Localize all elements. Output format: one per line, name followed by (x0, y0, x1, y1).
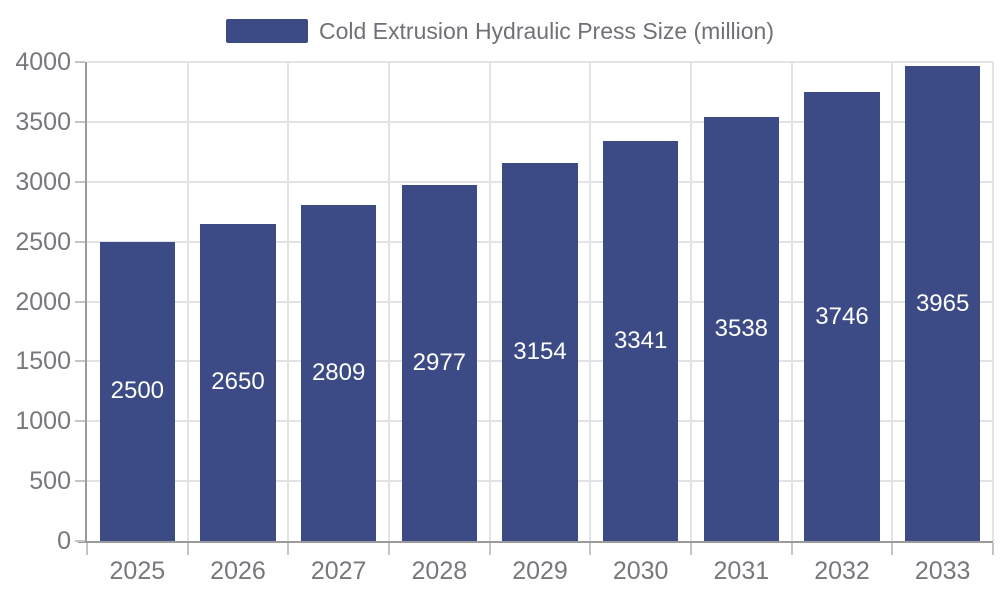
x-axis-tick (387, 543, 390, 555)
bar[interactable]: 3538 (703, 117, 780, 541)
y-axis-tick-label: 3000 (15, 167, 71, 196)
bar-value-label: 2977 (412, 348, 467, 376)
bar[interactable]: 3965 (904, 66, 981, 541)
y-axis-tick-label: 1000 (15, 407, 71, 436)
bar[interactable]: 2500 (99, 241, 176, 541)
legend-label: Cold Extrusion Hydraulic Press Size (mil… (318, 17, 775, 44)
y-axis-tick (75, 240, 85, 243)
bar-value-label: 3965 (915, 289, 970, 317)
y-axis-tick (75, 300, 85, 303)
x-axis-tick-label: 2029 (512, 557, 568, 585)
bar-value-label: 2809 (311, 358, 366, 386)
y-axis-tick-label: 2000 (15, 287, 71, 316)
y-axis-tick-label: 1500 (15, 347, 71, 376)
bar[interactable]: 2650 (200, 223, 276, 541)
legend[interactable]: Cold Extrusion Hydraulic Press Size (mil… (0, 16, 1000, 46)
x-axis-tick (790, 543, 793, 555)
y-axis-tick-label: 0 (57, 527, 71, 555)
bar-value-label: 3341 (613, 326, 668, 354)
y-axis-tick-label: 2500 (15, 227, 71, 256)
x-axis-tick-label: 2027 (310, 557, 367, 585)
x-gridline (387, 62, 390, 541)
x-gridline (992, 62, 994, 541)
y-axis-tick (75, 480, 85, 483)
bar[interactable]: 2809 (300, 204, 377, 541)
x-axis-tick (186, 543, 189, 555)
bar[interactable]: 3341 (602, 140, 679, 541)
y-axis-tick (75, 61, 85, 63)
y-axis-tick (75, 360, 85, 363)
x-axis-tick-label: 2031 (713, 557, 770, 585)
y-axis-tick-label: 3500 (15, 107, 71, 136)
bar-value-label: 3746 (815, 302, 869, 330)
y-axis-tick (75, 420, 85, 423)
x-gridline (589, 62, 592, 541)
x-gridline (186, 62, 189, 541)
y-gridline (87, 120, 993, 123)
bar-value-label: 3538 (714, 315, 769, 343)
x-axis-tick-label: 2026 (210, 557, 266, 585)
bar-value-label: 2500 (110, 377, 165, 405)
x-axis-tick (86, 543, 88, 555)
x-axis-tick-label: 2032 (814, 557, 870, 585)
y-axis-tick (75, 180, 85, 183)
x-axis-tick (287, 543, 290, 555)
x-gridline (287, 62, 290, 541)
bar-value-label: 2650 (211, 368, 265, 396)
y-axis-tick-label: 4000 (15, 48, 71, 76)
x-axis-line (78, 541, 993, 543)
x-axis-tick (992, 543, 994, 555)
x-axis-tick-label: 2025 (109, 557, 166, 585)
x-gridline (689, 62, 692, 541)
x-axis-tick-label: 2033 (914, 557, 971, 585)
x-gridline (891, 62, 894, 541)
x-axis-tick (689, 543, 692, 555)
legend-swatch-icon (225, 19, 308, 43)
bar-value-label: 3154 (513, 338, 567, 366)
x-axis-tick (891, 543, 894, 555)
y-gridline (87, 61, 993, 63)
y-axis-tick-label: 500 (29, 467, 71, 496)
bar[interactable]: 3746 (804, 92, 880, 541)
x-axis-tick-label: 2030 (612, 557, 669, 585)
y-axis-line (85, 62, 87, 543)
plot-area: 0 500 1000 1500 2000 2500 3000 3500 4000 2025 2026… (15, 48, 994, 585)
bar[interactable]: 3154 (502, 163, 578, 541)
bar[interactable]: 2977 (401, 184, 478, 541)
x-axis-tick (589, 543, 592, 555)
x-axis-tick (488, 543, 491, 555)
x-gridline (790, 62, 793, 541)
y-axis-tick (75, 120, 85, 123)
y-axis-tick (75, 540, 85, 542)
x-gridline (488, 62, 491, 541)
x-axis-tick-label: 2028 (411, 557, 468, 585)
